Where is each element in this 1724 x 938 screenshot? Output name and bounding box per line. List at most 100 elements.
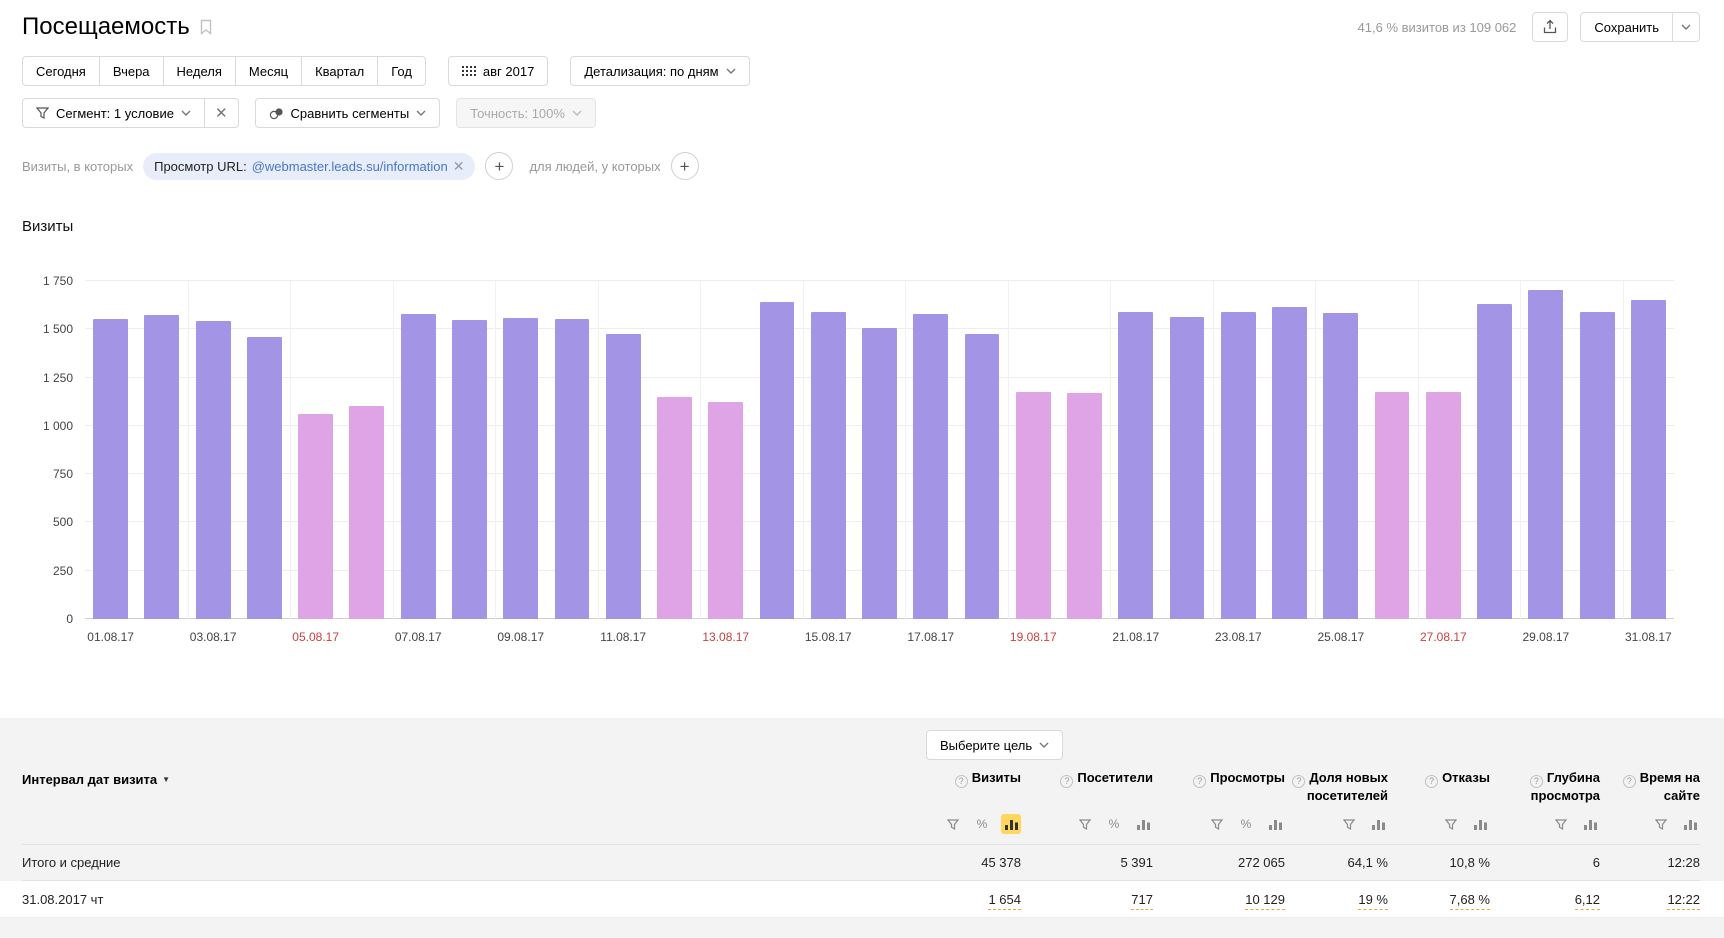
column-header-6[interactable]: ? Время на сайте: [1600, 770, 1700, 804]
chart-bar-09.08.17[interactable]: [503, 317, 539, 619]
chart-bar-12.08.17[interactable]: [657, 396, 692, 619]
chart-bar-29.08.17[interactable]: [1528, 290, 1564, 619]
chart-bar-06.08.17[interactable]: [349, 405, 385, 619]
chart-icon[interactable]: [1133, 814, 1153, 834]
select-goal-button[interactable]: Выберите цель: [926, 730, 1064, 760]
dimension-header[interactable]: Интервал дат визита ▼: [22, 770, 926, 787]
chart-bar-02.08.17[interactable]: [144, 315, 180, 619]
help-icon[interactable]: ?: [1292, 775, 1306, 789]
cell-value-link[interactable]: 1 654: [988, 891, 1021, 910]
cell-value-link[interactable]: 19 %: [1358, 891, 1388, 910]
chart-bar-21.08.17[interactable]: [1118, 311, 1154, 619]
add-visit-condition-button[interactable]: +: [485, 152, 514, 180]
cell-value-link[interactable]: 12:22: [1667, 891, 1700, 910]
people-filter-label: для людей, у которых: [529, 158, 661, 174]
export-button[interactable]: [1532, 12, 1569, 42]
x-axis-tick-label: 25.08.17: [1317, 630, 1365, 644]
segment-button[interactable]: Сегмент: 1 условие: [22, 98, 205, 128]
chart-bar-11.08.17[interactable]: [605, 333, 641, 619]
filter-icon[interactable]: [1339, 814, 1359, 834]
filter-icon[interactable]: [1075, 814, 1095, 834]
period-tab-5[interactable]: Год: [377, 56, 426, 86]
chart-bar-20.08.17[interactable]: [1067, 393, 1102, 619]
chart-bar-07.08.17[interactable]: [400, 313, 436, 619]
url-filter-chip[interactable]: Просмотр URL: @webmaster.leads.su/inform…: [143, 152, 476, 180]
chart-bar-15.08.17[interactable]: [810, 311, 846, 619]
save-dropdown-button[interactable]: [1672, 12, 1700, 42]
period-tab-4[interactable]: Квартал: [301, 56, 379, 86]
chart-bar-19.08.17[interactable]: [1015, 391, 1051, 619]
row-label[interactable]: 31.08.2017 чт: [22, 891, 104, 907]
chart-icon[interactable]: [1680, 814, 1700, 834]
bookmark-icon[interactable]: [200, 19, 212, 35]
visits-filter-label: Визиты, в которых: [22, 158, 134, 174]
cell-value-link[interactable]: 717: [1131, 891, 1153, 910]
cell-value-link[interactable]: 7,68 %: [1449, 891, 1490, 910]
chart-bar-23.08.17[interactable]: [1220, 311, 1256, 619]
filter-icon[interactable]: [1651, 814, 1671, 834]
help-icon[interactable]: ?: [1622, 775, 1636, 789]
chart-bar-24.08.17[interactable]: [1272, 307, 1307, 619]
v-gridline: [290, 281, 292, 619]
period-tab-1[interactable]: Вчера: [98, 56, 164, 86]
cell-value-link[interactable]: 10 129: [1245, 891, 1285, 910]
column-header-4[interactable]: ? Отказы: [1388, 770, 1490, 789]
period-tab-0[interactable]: Сегодня: [22, 56, 100, 86]
help-icon[interactable]: ?: [1193, 775, 1207, 789]
v-gridline: [392, 281, 394, 619]
chart-bar-28.08.17[interactable]: [1477, 304, 1512, 619]
help-icon[interactable]: ?: [1529, 775, 1543, 789]
date-range-button[interactable]: авг 2017: [447, 56, 549, 86]
percent-icon[interactable]: %: [1108, 817, 1120, 832]
chart-icon[interactable]: [1470, 814, 1490, 834]
chip-remove-icon[interactable]: ✕: [452, 157, 465, 174]
chart-bar-17.08.17[interactable]: [913, 313, 949, 619]
chart-icon[interactable]: [1001, 814, 1021, 835]
filter-icon[interactable]: [1551, 814, 1571, 834]
chart-bar-25.08.17[interactable]: [1323, 313, 1359, 619]
compare-segments-button[interactable]: Сравнить сегменты: [254, 98, 441, 128]
column-header-3[interactable]: ? Доля новых посетителей: [1285, 770, 1388, 804]
filter-icon[interactable]: [943, 814, 963, 834]
percent-icon[interactable]: %: [976, 817, 988, 832]
help-icon[interactable]: ?: [1060, 775, 1074, 789]
add-people-condition-button[interactable]: +: [670, 152, 699, 180]
chart-bar-04.08.17[interactable]: [246, 337, 282, 619]
detalization-button[interactable]: Детализация: по дням: [570, 56, 750, 86]
cell-value-link[interactable]: 6,12: [1574, 891, 1600, 910]
chart-bar-22.08.17[interactable]: [1169, 316, 1205, 619]
filter-icon[interactable]: [1441, 814, 1461, 834]
accuracy-button[interactable]: Точность: 100%: [456, 98, 596, 128]
chart-bar-05.08.17[interactable]: [298, 413, 334, 619]
chart-bar-27.08.17[interactable]: [1425, 391, 1461, 619]
column-header-5[interactable]: ? Глубина просмотра: [1529, 770, 1600, 804]
chart-bar-08.08.17[interactable]: [452, 320, 487, 619]
help-icon[interactable]: ?: [954, 775, 968, 789]
chart-bar-13.08.17[interactable]: [708, 402, 744, 619]
chart-bar-14.08.17[interactable]: [759, 302, 795, 619]
chart-icon[interactable]: [1580, 814, 1600, 834]
chart-icon[interactable]: [1265, 814, 1285, 834]
chart-bar-30.08.17[interactable]: [1579, 311, 1615, 619]
x-axis-tick-label: 09.08.17: [497, 630, 545, 644]
percent-icon[interactable]: %: [1240, 817, 1252, 832]
visits-bar-chart: 0 250 500 750 1 000 1 250 1 500 1 750 01.08.17 03…: [43, 274, 1674, 644]
chart-bar-16.08.17[interactable]: [862, 327, 897, 619]
chart-bar-18.08.17[interactable]: [964, 334, 1000, 619]
column-header-0[interactable]: ? Визиты: [926, 770, 1021, 789]
column-header-2[interactable]: ? Просмотры: [1153, 770, 1285, 789]
segment-clear-button[interactable]: ✕: [203, 98, 239, 128]
chart-bar-31.08.17[interactable]: [1630, 299, 1666, 619]
period-tab-3[interactable]: Месяц: [234, 56, 303, 86]
period-tab-2[interactable]: Неделя: [162, 56, 236, 86]
chart-bar-26.08.17[interactable]: [1374, 392, 1410, 619]
chart-bar-01.08.17[interactable]: [93, 319, 129, 619]
save-button[interactable]: Сохранить: [1580, 12, 1673, 42]
filter-icon[interactable]: [1207, 814, 1227, 834]
chart-icon[interactable]: [1368, 814, 1388, 834]
chart-bar-03.08.17[interactable]: [195, 320, 231, 619]
help-icon[interactable]: ?: [1425, 775, 1439, 789]
column-header-1[interactable]: ? Посетители: [1021, 770, 1153, 789]
chart-bar-10.08.17[interactable]: [554, 319, 590, 619]
table-cell: 10,8 %: [1449, 855, 1490, 871]
